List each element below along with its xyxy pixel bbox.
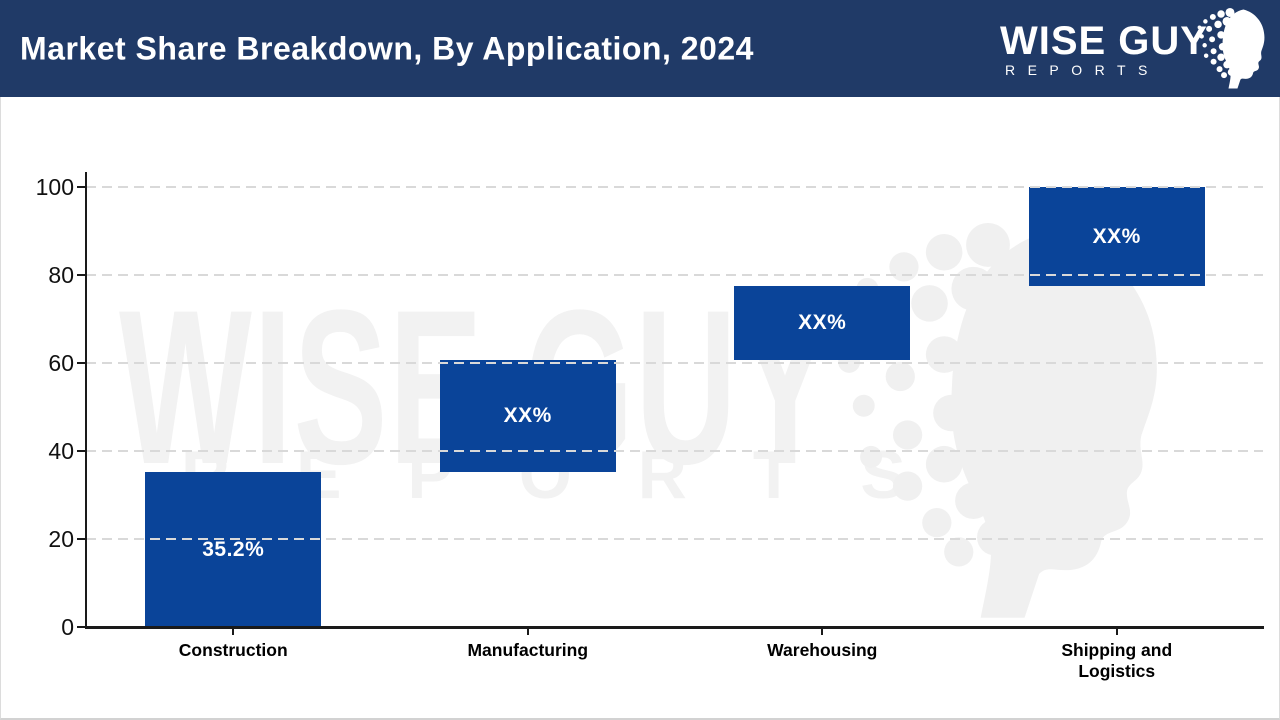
y-tick-label: 0	[61, 614, 74, 640]
x-tick-mark	[232, 627, 235, 635]
x-category-label: Manufacturing	[467, 640, 589, 660]
x-axis-line	[85, 626, 1264, 629]
gridline	[86, 274, 1263, 276]
bar: 35.2%	[145, 472, 322, 627]
x-category-label: Construction	[178, 640, 288, 660]
gridline	[86, 538, 1263, 540]
brand-logo-text: WISE GUY REPORTS	[1000, 20, 1208, 78]
y-tick-label: 20	[48, 526, 74, 552]
gridline	[86, 362, 1263, 364]
y-tick-mark	[77, 274, 85, 276]
x-tick-mark	[821, 627, 824, 635]
y-tick-mark	[77, 450, 85, 452]
bar-value-label: XX%	[503, 404, 552, 428]
bar-value-label: XX%	[1092, 224, 1141, 248]
y-tick-mark	[77, 626, 85, 628]
x-tick-mark	[1115, 627, 1118, 635]
brand-logo: WISE GUY REPORTS	[1000, 8, 1268, 90]
bar-value-label: XX%	[798, 311, 847, 335]
y-tick-label: 40	[48, 438, 74, 464]
gridline	[86, 450, 1263, 452]
y-tick-mark	[77, 362, 85, 364]
x-category-label: Warehousing	[767, 640, 878, 660]
brand-head-icon	[1192, 8, 1268, 90]
y-tick-mark	[77, 186, 85, 188]
x-tick-mark	[526, 627, 529, 635]
bar: XX%	[734, 286, 911, 361]
bar-value-label: 35.2%	[202, 537, 265, 561]
header-bar: Market Share Breakdown, By Application, …	[0, 0, 1280, 97]
bar: XX%	[1028, 187, 1205, 286]
y-tick-mark	[77, 538, 85, 540]
y-axis-line	[85, 172, 87, 628]
x-category-label: Shipping and Logistics	[1061, 640, 1173, 681]
y-tick-label: 100	[35, 174, 74, 200]
chart-area: WISE GUY REPORTS 0 20 40 60 80 100 35.2% Constr…	[0, 97, 1280, 720]
gridline	[86, 186, 1263, 188]
bar: XX%	[439, 360, 616, 473]
brand-reports: REPORTS	[1004, 62, 1160, 78]
plot-area: 0 20 40 60 80 100 35.2% Construction XX% Manufact…	[36, 170, 1264, 681]
y-tick-label: 80	[48, 262, 74, 288]
chart-title: Market Share Breakdown, By Application, …	[20, 30, 754, 66]
brand-name: WISE GUY	[999, 19, 1208, 63]
y-tick-label: 60	[48, 350, 74, 376]
